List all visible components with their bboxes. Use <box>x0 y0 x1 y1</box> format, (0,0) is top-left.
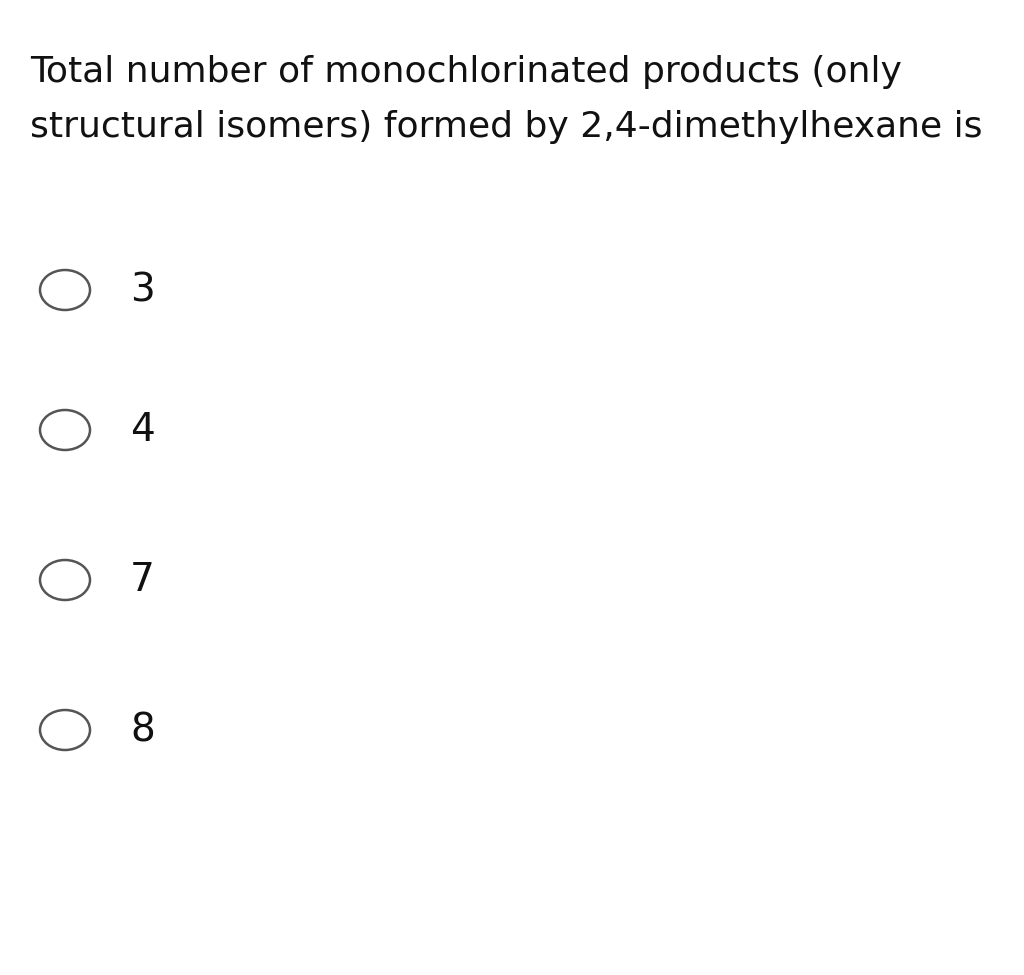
Text: 8: 8 <box>130 711 155 749</box>
Text: structural isomers) formed by 2,4-dimethylhexane is: structural isomers) formed by 2,4-dimeth… <box>30 110 982 144</box>
Text: 3: 3 <box>130 271 155 309</box>
Text: 4: 4 <box>130 411 155 449</box>
Text: Total number of monochlorinated products (only: Total number of monochlorinated products… <box>30 55 902 89</box>
Text: 7: 7 <box>130 561 155 599</box>
